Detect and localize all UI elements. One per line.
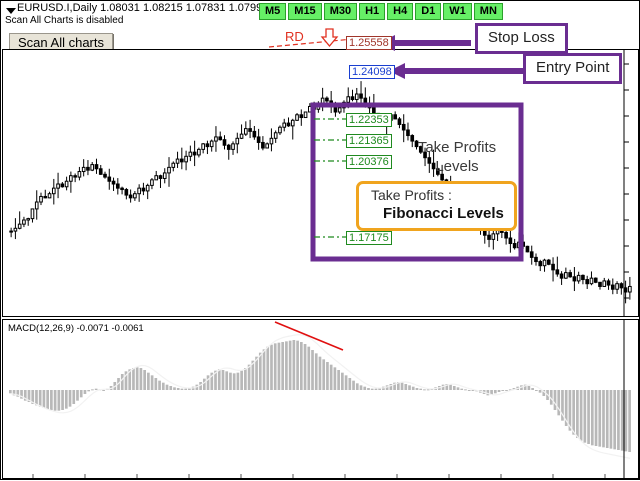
chart-header: EURUSD.I,Daily 1.08031 1.08215 1.07831 1… — [1, 1, 640, 27]
symbol-ohlc-label: EURUSD.I,Daily 1.08031 1.08215 1.07831 1… — [17, 2, 269, 14]
macd-canvas — [9, 320, 631, 478]
take-profit-tag-2[interactable]: 1.21365 — [346, 134, 392, 148]
macd-indicator-pane[interactable]: MACD(12,26,9) -0.0071 -0.0061 — [2, 319, 639, 479]
price-chart-pane[interactable] — [2, 49, 639, 317]
timeframe-button-mn[interactable]: MN — [473, 3, 503, 20]
timeframe-button-m30[interactable]: M30 — [323, 3, 358, 20]
take-profit-tag-4[interactable]: 1.17175 — [346, 231, 392, 245]
stop-loss-price-tag[interactable]: 1.25558 — [346, 36, 392, 50]
take-profits-title-line1: Take Profits — [417, 139, 497, 156]
timeframe-button-h1[interactable]: H1 — [359, 3, 386, 20]
divergence-dashed-line — [268, 38, 354, 48]
timeframe-button-d1[interactable]: D1 — [415, 3, 442, 20]
entry-point-price-tag[interactable]: 1.24098 — [349, 65, 395, 79]
scan-all-charts-button[interactable]: Scan All charts — [9, 33, 113, 53]
entry-point-callout: Entry Point — [523, 53, 623, 84]
take-profits-title-line2: Levels — [435, 158, 479, 175]
fib-box-line1: Take Profits : — [371, 187, 452, 203]
fibonacci-info-box: Take Profits : Fibonacci Levels — [356, 181, 517, 231]
stop-loss-callout: Stop Loss — [475, 23, 568, 54]
sell-arrow-icon — [320, 28, 339, 48]
timeframe-button-m15[interactable]: M15 — [288, 3, 322, 20]
timeframe-button-h4[interactable]: H4 — [387, 3, 414, 20]
scan-status-label: Scan All Charts is disabled — [5, 15, 124, 26]
timeframe-button-w1[interactable]: W1 — [443, 3, 472, 20]
take-profits-title: Take Profits Levels — [397, 138, 517, 176]
timeframe-toolbar: M5 M15 M30 H1 H4 D1 W1 MN — [259, 3, 503, 20]
candlestick-canvas — [9, 50, 632, 316]
take-profit-tag-3[interactable]: 1.20376 — [346, 155, 392, 169]
triangle-down-icon[interactable] — [6, 8, 16, 14]
divergence-label-rd: RD — [285, 29, 304, 44]
macd-label: MACD(12,26,9) -0.0071 -0.0061 — [8, 323, 144, 334]
take-profit-tag-1[interactable]: 1.22353 — [346, 113, 392, 127]
timeframe-button-m5[interactable]: M5 — [259, 3, 287, 20]
fib-box-line2: Fibonacci Levels — [383, 205, 504, 222]
